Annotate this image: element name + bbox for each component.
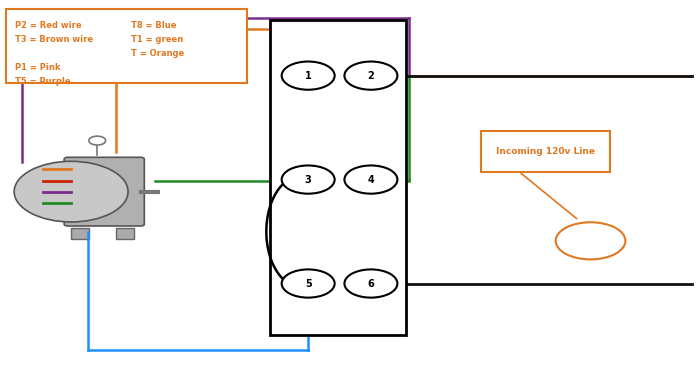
Circle shape bbox=[556, 222, 625, 260]
FancyBboxPatch shape bbox=[71, 228, 88, 239]
Text: Incoming 120v Line: Incoming 120v Line bbox=[496, 147, 595, 156]
Circle shape bbox=[281, 165, 335, 194]
Text: T5 = Purple: T5 = Purple bbox=[15, 77, 70, 86]
Text: 3: 3 bbox=[304, 175, 312, 185]
Text: 1: 1 bbox=[304, 71, 312, 81]
Text: 6: 6 bbox=[368, 279, 374, 288]
Text: P1 = Pink: P1 = Pink bbox=[15, 63, 60, 72]
Circle shape bbox=[344, 269, 398, 298]
FancyBboxPatch shape bbox=[116, 228, 134, 239]
Circle shape bbox=[281, 269, 335, 298]
Circle shape bbox=[281, 62, 335, 90]
Text: T8 = Blue: T8 = Blue bbox=[132, 21, 177, 30]
Circle shape bbox=[14, 161, 128, 222]
Text: T = Orange: T = Orange bbox=[132, 49, 185, 58]
Text: 2: 2 bbox=[368, 71, 374, 81]
FancyBboxPatch shape bbox=[64, 157, 144, 226]
Circle shape bbox=[89, 136, 106, 145]
Text: T1 = green: T1 = green bbox=[132, 35, 183, 44]
FancyBboxPatch shape bbox=[481, 131, 610, 172]
Text: 4: 4 bbox=[368, 175, 374, 185]
Text: P2 = Red wire: P2 = Red wire bbox=[15, 21, 81, 30]
Text: T3 = Brown wire: T3 = Brown wire bbox=[15, 35, 93, 44]
Circle shape bbox=[344, 62, 398, 90]
Text: 5: 5 bbox=[304, 279, 312, 288]
Circle shape bbox=[344, 165, 398, 194]
FancyBboxPatch shape bbox=[270, 20, 406, 335]
FancyBboxPatch shape bbox=[6, 9, 247, 83]
